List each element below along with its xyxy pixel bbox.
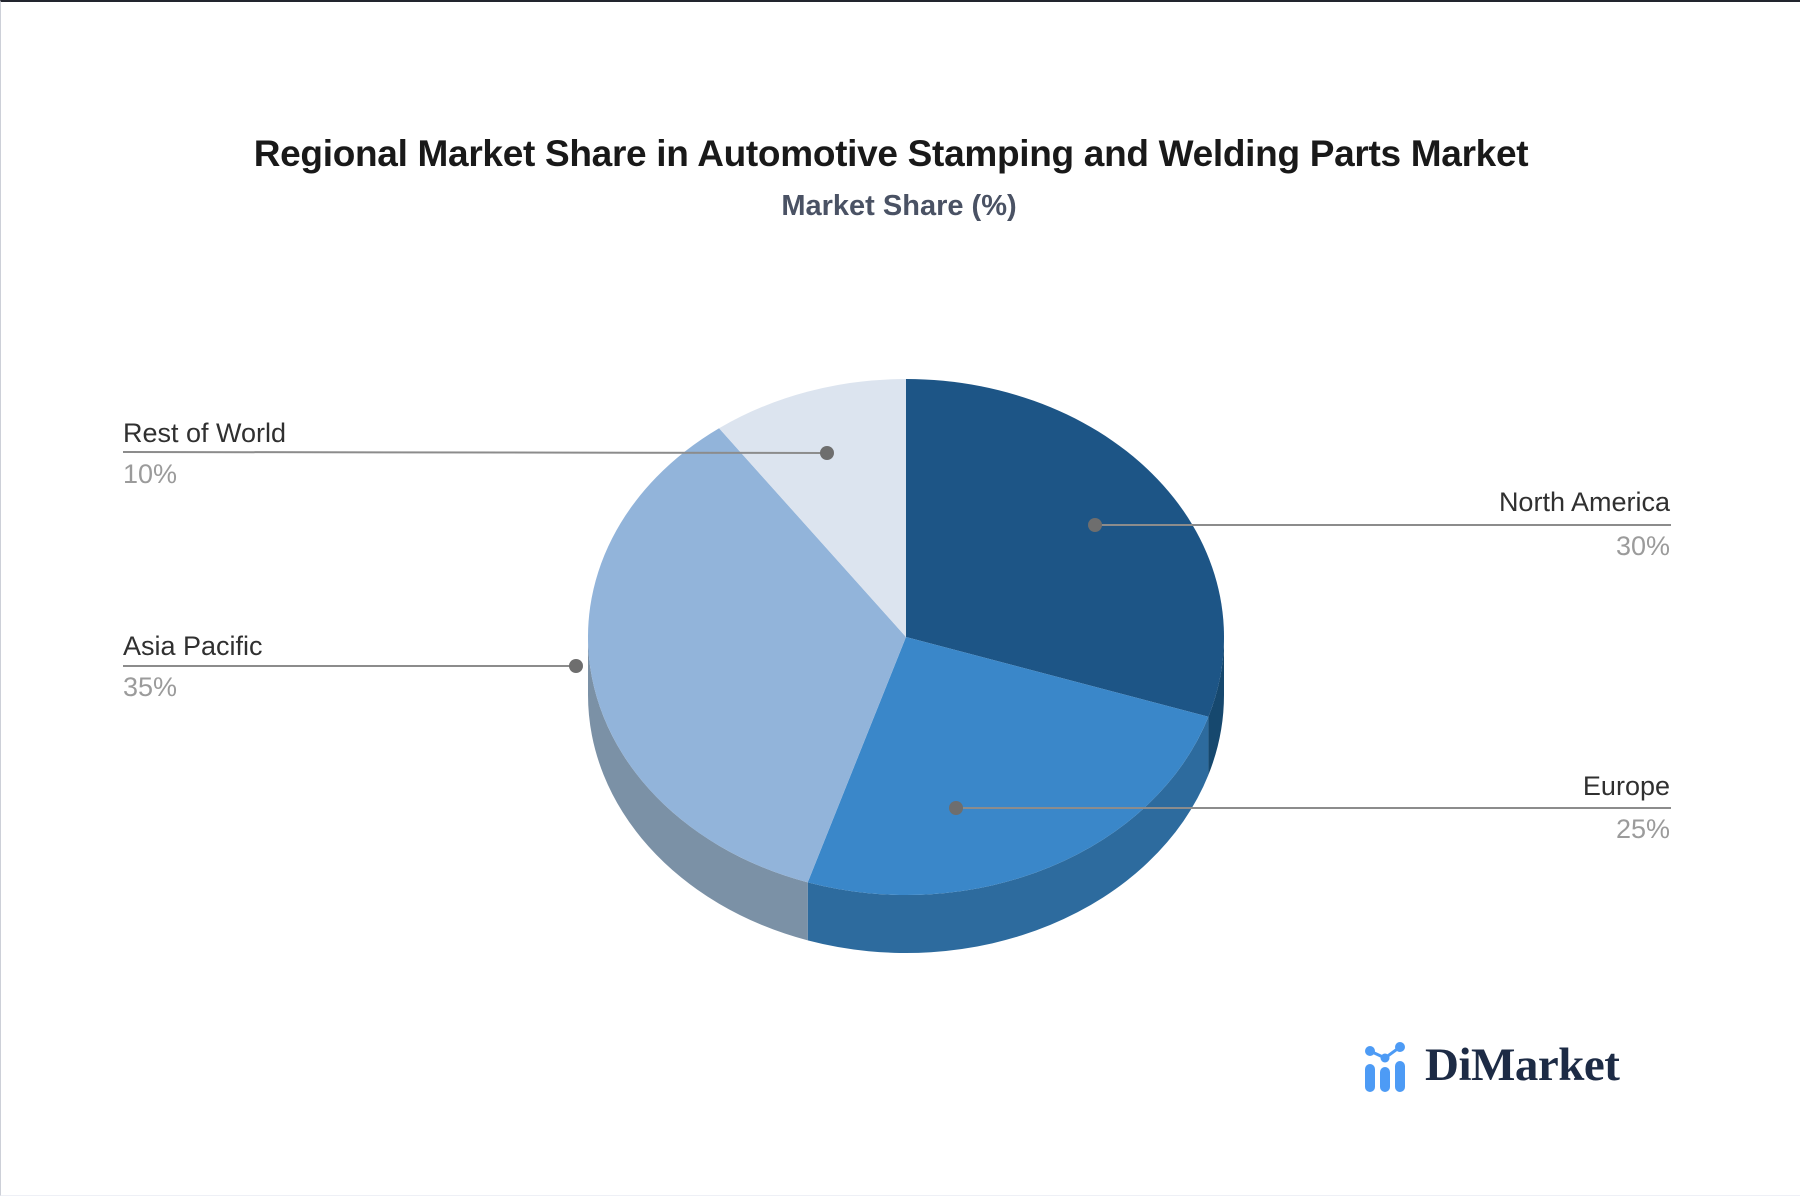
pie-slice-side-europe — [807, 716, 1209, 953]
callout-label: North America — [1498, 487, 1670, 517]
pie-slice-rest-of-world — [719, 379, 906, 637]
callout-asia-pacific: Asia Pacific — [123, 631, 263, 662]
callout-dot-europe — [949, 801, 963, 815]
callout-label: Europe — [1582, 771, 1670, 801]
pie-slice-north-america — [906, 379, 1225, 717]
callout-north-america-pct: 30% — [1615, 531, 1670, 562]
callout-value: 30% — [1615, 531, 1670, 561]
callout-lines — [122, 446, 1671, 815]
callout-value: 35% — [123, 672, 178, 702]
callout-europe-pct: 25% — [1615, 814, 1670, 845]
callout-rest-of-world: Rest of World — [123, 418, 287, 449]
pie-slice-asia-pacific — [587, 428, 906, 883]
dimarket-logo: DiMarket — [1363, 1039, 1620, 1094]
logo-text: DiMarket — [1425, 1039, 1620, 1091]
callout-dot-north-america — [1088, 518, 1102, 532]
callout-label: Asia Pacific — [123, 631, 263, 661]
pie-slice-europe — [807, 637, 1209, 895]
callout-asia-pacific-pct: 35% — [123, 672, 178, 703]
chart-subtitle: Market Share (%) — [781, 190, 1017, 222]
callout-north-america: North America — [1498, 487, 1670, 518]
callout-europe: Europe — [1582, 771, 1670, 802]
callout-value: 25% — [1615, 814, 1670, 844]
pie-slice-side-north-america — [1208, 637, 1224, 775]
callout-dot-asia-pacific — [569, 659, 583, 673]
pie-slices — [587, 379, 1225, 953]
callout-dot-rest-of-world — [820, 446, 834, 460]
chart-title: Regional Market Share in Automotive Stam… — [253, 133, 1529, 174]
callout-line-rest-of-world — [122, 451, 824, 454]
callout-value: 10% — [123, 459, 178, 489]
callout-rest-of-world-pct: 10% — [123, 459, 178, 490]
pie-slice-side-asia-pacific — [588, 637, 808, 941]
callout-label: Rest of World — [123, 418, 287, 448]
bar-chart-trend-icon — [1365, 1042, 1405, 1092]
